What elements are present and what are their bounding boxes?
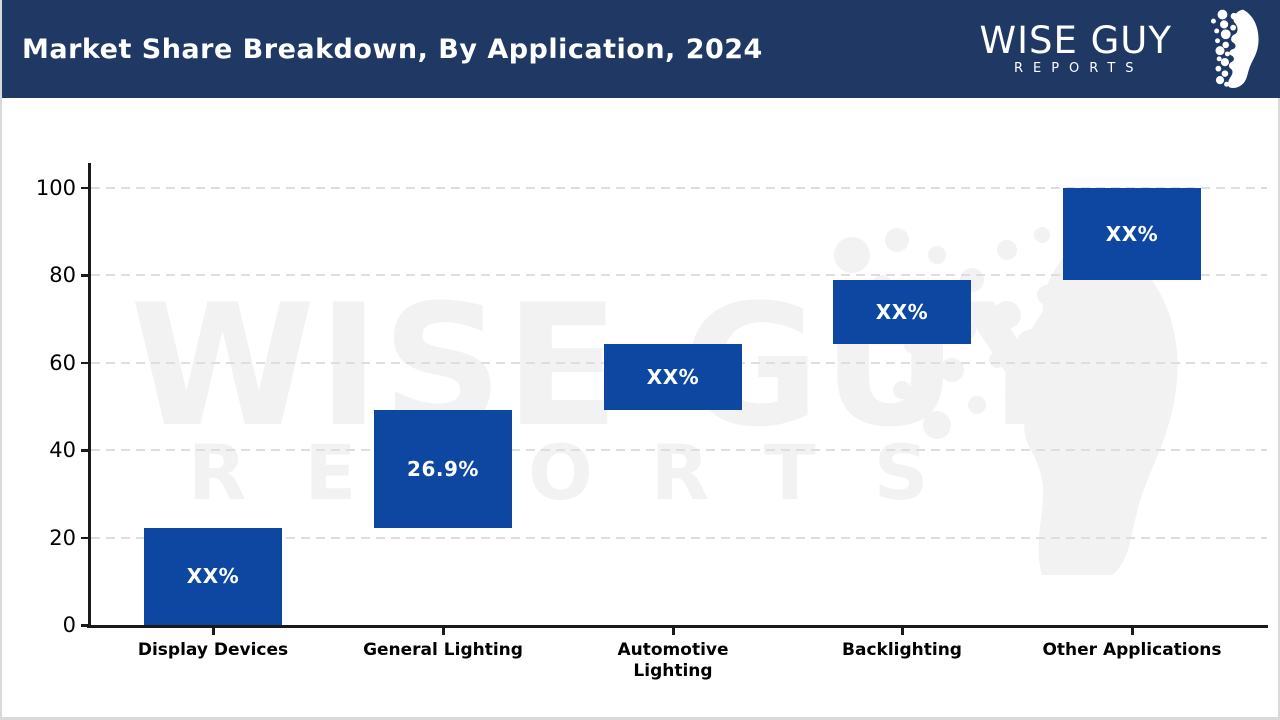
y-axis-line [88,163,91,628]
bar-value-label: XX% [1105,221,1159,246]
bar-value-label: XX% [646,365,700,390]
y-tick-mark [81,449,89,452]
bar-value-label: XX% [186,564,240,589]
brand-name: WISE GUY [979,18,1172,62]
bar-automotive-lighting: XX% [604,344,742,411]
brand-logo: WISE GUY REPORTS [980,8,1264,90]
brand-logo-text: WISE GUY REPORTS [979,18,1172,77]
bar-display-devices: XX% [144,527,282,625]
x-tick-label-5: Other Applications [1042,640,1222,660]
y-tick-mark [81,361,89,364]
gridline-y-40 [91,449,1267,451]
brand-subname: REPORTS [1013,61,1144,77]
y-tick-label: 40 [49,438,76,462]
logo-face-icon [1210,9,1259,89]
y-tick-label: 100 [35,175,76,200]
gridline-y-80 [91,274,1267,276]
y-tick-label: 20 [49,525,76,550]
y-tick-label: 60 [49,350,76,375]
y-tick-mark [81,624,89,627]
x-tick-mark [442,627,445,635]
page-title: Market Share Breakdown, By Application, … [22,33,763,65]
y-tick-mark [81,186,89,189]
x-tick-label-3: Automotive Lighting [617,640,729,682]
gridline-y-100 [91,186,1267,189]
y-tick-mark [81,274,89,277]
x-tick-mark [212,627,215,635]
x-tick-mark [901,627,904,635]
y-tick-label: 80 [49,263,76,287]
header-bar: Market Share Breakdown, By Application, … [2,0,1280,98]
x-tick-label-1: Display Devices [137,640,289,660]
bar-backlighting: XX% [833,279,971,345]
watermark-face-icon [834,227,1178,575]
gridline-y-20 [91,536,1267,539]
bar-value-label: XX% [875,299,929,324]
watermark-text-2: REPORTS [188,428,987,517]
y-tick-mark [81,536,89,539]
x-tick-mark [672,627,675,635]
bar-other-applications: XX% [1063,187,1201,280]
x-tick-mark [1131,627,1134,635]
bar-value-label: 26.9% [407,457,479,482]
y-tick-label: 0 [62,613,76,637]
x-tick-label-4: Backlighting [842,640,962,660]
bar-general-lighting: 26.9% [374,410,512,528]
x-tick-label-2: General Lighting [363,640,523,660]
x-axis-line [87,625,1268,628]
